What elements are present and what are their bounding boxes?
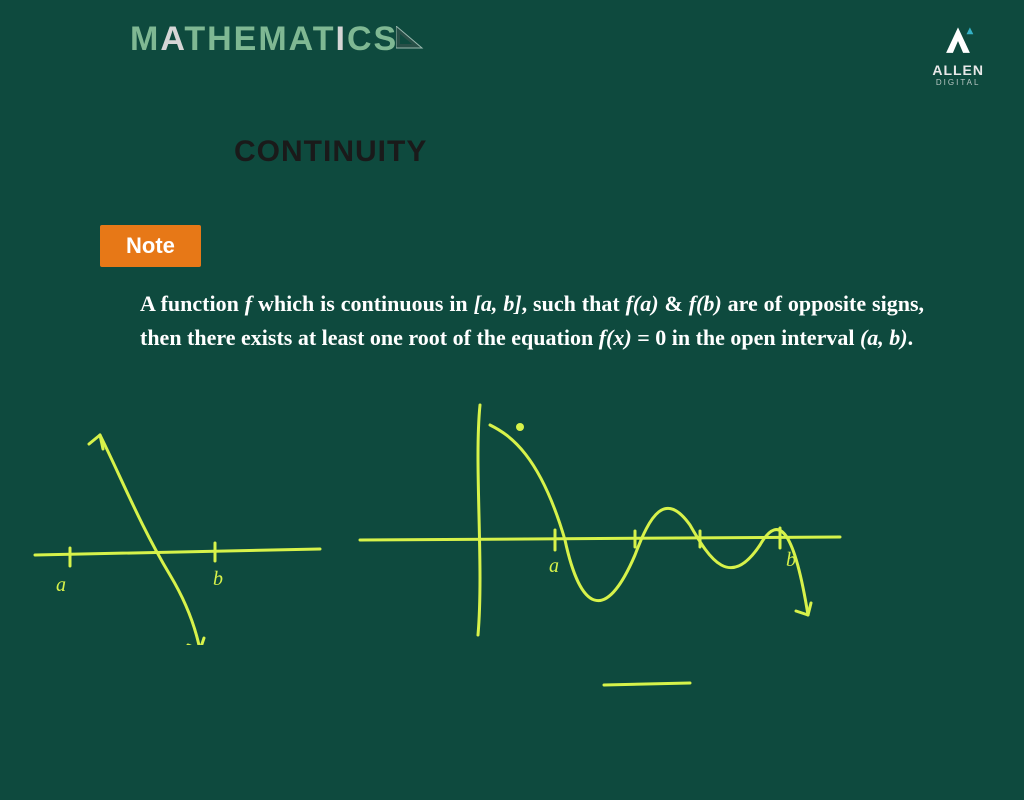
t6: = 0 in the open interval: [637, 325, 860, 350]
t-int-closed: [a, b]: [474, 291, 522, 316]
svg-text:b: b: [786, 549, 796, 571]
brand-block: ALLEN DIGITAL: [932, 24, 984, 87]
t3: , such that: [522, 291, 626, 316]
title-seg-4: I: [335, 20, 346, 58]
sketch-right: ab: [340, 365, 860, 685]
title-seg-3: THEMAT: [184, 20, 335, 58]
t-fb: f(b): [689, 291, 722, 316]
title-seg-1: M: [130, 20, 160, 58]
t4: are of: [722, 291, 782, 316]
brand-logo-icon: [941, 24, 975, 58]
sketch-left: ab: [30, 405, 330, 645]
brand-name: ALLEN: [932, 62, 984, 78]
svg-text:b: b: [213, 568, 223, 590]
page-title: MATHEMATICS: [130, 20, 424, 59]
slide: MATHEMATICS ALLEN DIGITAL: [0, 0, 1024, 800]
note-badge: Note: [100, 225, 201, 267]
setsquare-icon: [396, 20, 424, 59]
t1: A function: [140, 291, 245, 316]
header-row: MATHEMATICS ALLEN DIGITAL: [40, 20, 984, 87]
t-amp: &: [659, 291, 689, 316]
svg-text:a: a: [56, 574, 66, 596]
t2: which is continuous in: [252, 291, 474, 316]
chalk-diagrams: ab ab: [40, 365, 984, 725]
title-seg-2: A: [160, 20, 184, 58]
theorem-text: A function f which is continuous in [a, …: [140, 287, 924, 355]
t-fa: f(a): [626, 291, 659, 316]
t-f: f: [245, 291, 252, 316]
t-int-open: (a, b): [860, 325, 908, 350]
topic-banner-wrap: CONTINUITY: [120, 109, 461, 183]
t-fx: f(x): [599, 325, 632, 350]
brand-sub: DIGITAL: [932, 78, 984, 87]
topic-banner: CONTINUITY: [200, 121, 461, 183]
svg-text:a: a: [549, 555, 559, 577]
title-seg-5: CS: [347, 20, 398, 58]
t7: .: [908, 325, 914, 350]
sketch-underline: [600, 675, 700, 695]
